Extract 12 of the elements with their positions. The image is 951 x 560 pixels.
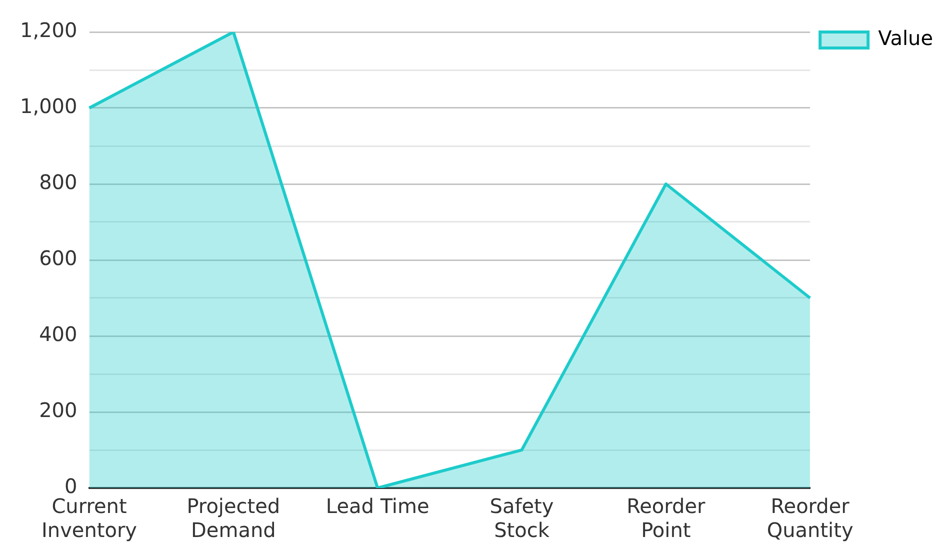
y-tick-label: 200 (39, 398, 78, 422)
y-tick-label: 1,200 (20, 18, 78, 42)
legend-label: Value (878, 26, 933, 50)
x-tick-label: Safety Stock (490, 494, 554, 542)
x-tick-label: Reorder Point (626, 494, 706, 542)
y-tick-label: 400 (39, 322, 78, 346)
x-tick-label: Lead Time (326, 494, 430, 518)
x-tick-label: Reorder Quantity (766, 494, 854, 542)
y-tick-label: 1,000 (20, 94, 78, 118)
x-tick-label: Projected Demand (186, 494, 280, 542)
y-tick-label: 800 (39, 170, 78, 194)
y-tick-label: 600 (39, 246, 78, 270)
